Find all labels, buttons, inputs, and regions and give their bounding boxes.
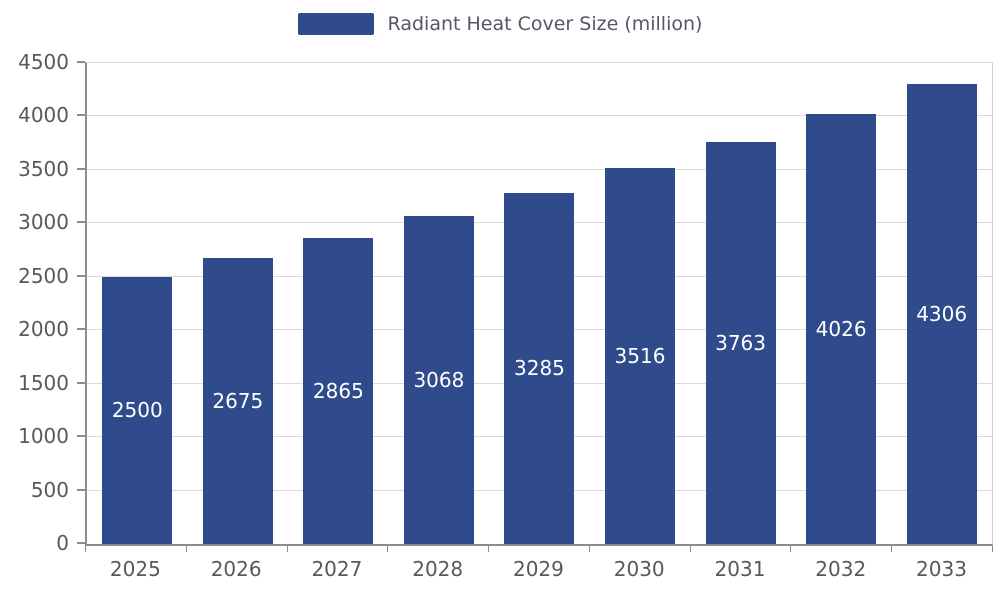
bar-value-label: 3516 (614, 344, 666, 369)
x-tick-label: 2029 (512, 557, 564, 581)
bar-value-label: 4026 (815, 316, 867, 341)
bar-series: 2500 2675 2865 3068 3285 3516 3763 4026 4306 (87, 63, 992, 544)
y-axis: 0 500 1000 1500 2000 2500 3000 3500 4000 4500 (0, 50, 85, 555)
y-tick-mark (77, 488, 85, 491)
bar-2031: 3763 (705, 141, 776, 544)
bar-2030: 3516 (605, 168, 675, 544)
bar-2029: 3285 (504, 192, 575, 544)
legend-label: Radiant Heat Cover Size (million) (387, 13, 703, 35)
bar-2028: 3068 (403, 216, 474, 544)
bar-value-label: 3068 (413, 368, 465, 393)
y-tick-mark (77, 221, 85, 224)
y-tick-label: 1500 (18, 370, 69, 395)
x-tick-mark (891, 545, 893, 552)
y-tick-label: 0 (56, 531, 69, 555)
bar-value-label: 2865 (312, 378, 364, 403)
bar-2027: 2865 (303, 237, 374, 544)
plot-area: 2500 2675 2865 3068 3285 3516 3763 4026 4306 (85, 62, 993, 546)
y-tick-label: 4000 (18, 103, 69, 128)
bar-value-label: 3285 (514, 356, 565, 381)
y-tick-label: 500 (30, 477, 69, 502)
y-tick-mark (77, 328, 85, 331)
x-tick-label: 2025 (109, 557, 161, 581)
x-tick-label: 2026 (210, 557, 262, 581)
x-tick-label: 2031 (714, 557, 766, 581)
x-tick-mark (790, 545, 792, 552)
y-tick-label: 3000 (18, 210, 69, 235)
x-tick-mark (488, 545, 490, 552)
x-tick-label: 2033 (916, 557, 967, 581)
y-tick-label: 1000 (18, 424, 69, 449)
y-tick-label: 4500 (18, 50, 69, 74)
y-tick-mark (77, 61, 85, 63)
bar-value-label: 4306 (916, 301, 968, 326)
y-tick-mark (77, 274, 85, 277)
bar-2033: 4306 (906, 83, 977, 544)
x-tick-mark (286, 545, 288, 552)
gridline (87, 168, 992, 170)
y-tick-label: 3500 (18, 156, 69, 181)
chart-legend[interactable]: Radiant Heat Cover Size (million) (0, 13, 1000, 35)
x-axis: 2025 2026 2027 2028 2029 2030 2031 2032 2033 (85, 545, 993, 595)
bar-2026: 2675 (202, 258, 273, 544)
y-tick-mark (77, 542, 85, 544)
x-tick-mark (387, 545, 389, 552)
bar-value-label: 2675 (212, 389, 264, 414)
y-tick-mark (77, 114, 85, 117)
legend-swatch (297, 13, 374, 35)
bar-value-label: 3763 (715, 330, 766, 355)
x-tick-labels: 2025 2026 2027 2028 2029 2030 2031 2032 2033 (85, 557, 992, 581)
x-tick-mark (185, 545, 187, 552)
y-tick-label: 2000 (18, 317, 69, 342)
x-tick-label: 2032 (815, 557, 867, 581)
x-tick-mark (588, 545, 590, 552)
x-tick-label: 2028 (412, 557, 464, 581)
bar-2025: 2500 (102, 276, 173, 544)
y-tick-mark (77, 167, 85, 170)
gridline (87, 115, 992, 117)
y-tick-mark (77, 381, 85, 384)
x-tick-mark (85, 545, 86, 552)
x-tick-mark (689, 545, 691, 552)
x-tick-mark (992, 545, 993, 552)
gridline (87, 62, 992, 63)
x-tick-label: 2030 (613, 557, 665, 581)
bar-2032: 4026 (806, 113, 877, 544)
bar-value-label: 2500 (111, 398, 163, 423)
y-tick-mark (77, 435, 85, 438)
y-tick-label: 2500 (18, 263, 69, 288)
x-tick-label: 2027 (311, 557, 363, 581)
